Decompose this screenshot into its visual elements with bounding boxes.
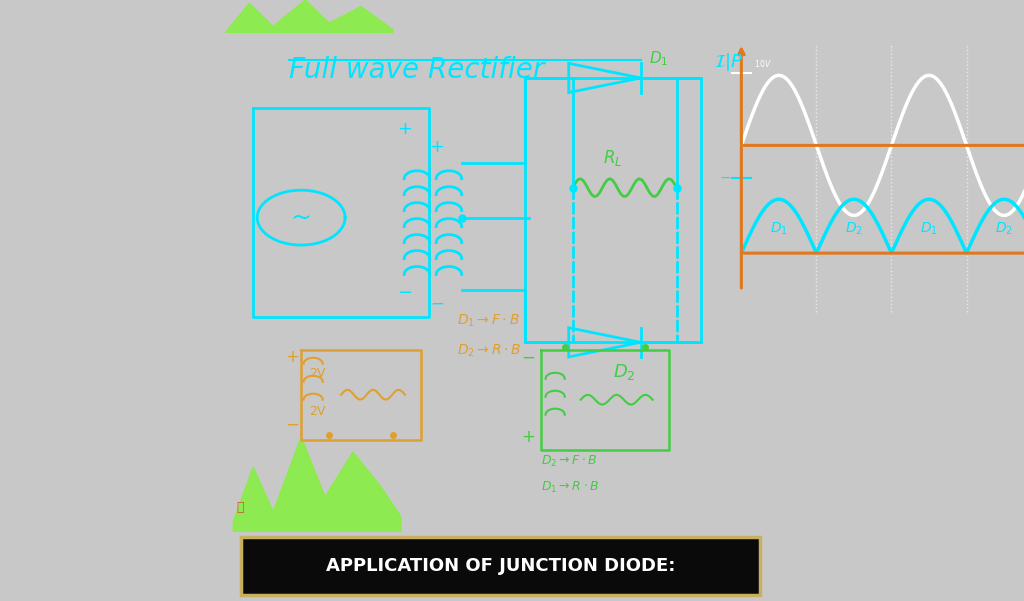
Polygon shape bbox=[233, 437, 401, 532]
Polygon shape bbox=[225, 0, 393, 33]
Text: $D_2$: $D_2$ bbox=[845, 221, 863, 237]
Text: $D_1$: $D_1$ bbox=[648, 49, 668, 68]
FancyBboxPatch shape bbox=[242, 537, 761, 596]
Text: −: − bbox=[720, 171, 731, 185]
Text: −: − bbox=[285, 416, 299, 434]
Text: Full wave Rectifier: Full wave Rectifier bbox=[289, 55, 545, 84]
Text: +: + bbox=[397, 120, 413, 138]
Text: $R_L$: $R_L$ bbox=[603, 148, 623, 168]
Text: −: − bbox=[521, 349, 535, 366]
Text: $D_1$: $D_1$ bbox=[770, 221, 787, 237]
Text: +: + bbox=[521, 428, 535, 446]
Text: 2V: 2V bbox=[309, 404, 326, 418]
Text: $D_1 \rightarrow F \cdot B$: $D_1 \rightarrow F \cdot B$ bbox=[457, 313, 519, 329]
Text: −: − bbox=[430, 295, 443, 313]
Text: +: + bbox=[285, 349, 299, 366]
Text: $D_2 \rightarrow F \cdot B$: $D_2 \rightarrow F \cdot B$ bbox=[541, 454, 598, 469]
Text: $\mathcal{I}|P$: $\mathcal{I}|P$ bbox=[714, 51, 743, 73]
Text: −: − bbox=[397, 284, 413, 302]
Text: ~: ~ bbox=[291, 206, 311, 230]
Text: $D_2 \rightarrow R \cdot B$: $D_2 \rightarrow R \cdot B$ bbox=[457, 343, 521, 359]
Text: APPLICATION OF JUNCTION DIODE:: APPLICATION OF JUNCTION DIODE: bbox=[327, 558, 676, 575]
Text: +: + bbox=[429, 138, 444, 156]
Text: $D_2$: $D_2$ bbox=[612, 362, 635, 382]
Text: $^{10V}$: $^{10V}$ bbox=[755, 60, 772, 70]
Text: 2V: 2V bbox=[309, 367, 326, 380]
Text: 🧍: 🧍 bbox=[236, 501, 244, 514]
Text: $D_1$: $D_1$ bbox=[920, 221, 938, 237]
Text: $D_2$: $D_2$ bbox=[995, 221, 1013, 237]
Text: $D_1 \rightarrow R \cdot B$: $D_1 \rightarrow R \cdot B$ bbox=[541, 480, 599, 495]
